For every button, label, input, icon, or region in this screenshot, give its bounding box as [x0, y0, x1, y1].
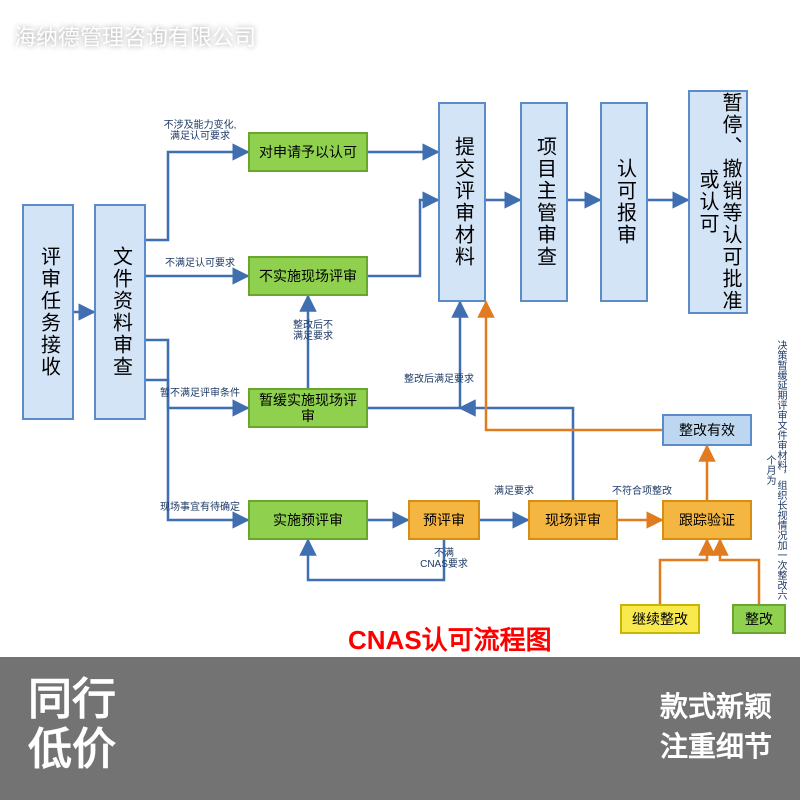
edge-4	[146, 380, 248, 520]
edge-label-4: 整改后不 满足要求	[278, 320, 348, 342]
node-n1: 评审任务接收	[22, 204, 74, 420]
node-n3: 对申请予以认可	[248, 132, 368, 172]
edge-label-7: 满足要求	[488, 486, 540, 497]
bottom-banner: 同行 低价 款式新颖 注重细节	[0, 657, 800, 800]
node-label: 不实施现场评审	[255, 268, 361, 284]
node-n9: 跟踪验证	[662, 500, 752, 540]
node-n15: 继续整改	[620, 604, 700, 634]
cnas-title: CNAS认可流程图	[348, 620, 552, 657]
node-n7: 预评审	[408, 500, 480, 540]
edge-label-6: 不满 CNAS要求	[412, 548, 476, 570]
node-label: 跟踪验证	[675, 512, 739, 528]
node-label: 文件资料审查	[109, 246, 132, 378]
edge-21	[720, 540, 759, 604]
banner-left-1: 同行	[28, 675, 116, 726]
edge-label-1: 不满足认可要求	[152, 258, 248, 269]
node-label: 认可报审	[613, 158, 636, 246]
node-label: 提交评审材料	[451, 136, 474, 268]
banner-left-2: 低价	[28, 725, 116, 776]
edge-1	[146, 152, 248, 240]
node-label: 暂停、撤销等认可批准或认可	[695, 92, 741, 312]
node-label: 项目主管审查	[533, 136, 556, 268]
side-note: 决策暂缓延期评审文件审材料，组织长视情况加一次整改六个月为	[764, 340, 786, 600]
node-label: 评审任务接收	[37, 246, 60, 378]
node-n6: 实施预评审	[248, 500, 368, 540]
node-n4: 不实施现场评审	[248, 256, 368, 296]
edge-label-8: 不符合项整改	[608, 486, 676, 497]
node-label: 对申请予以认可	[255, 144, 361, 160]
node-label: 继续整改	[628, 611, 692, 627]
edge-label-3: 现场事宜有待确定	[152, 502, 248, 513]
edge-20	[660, 540, 707, 604]
banner-right-2: 注重细节	[660, 725, 772, 765]
node-n5: 暂缓实施现场评审	[248, 388, 368, 428]
node-n2: 文件资料审查	[94, 204, 146, 420]
node-label: 预评审	[419, 512, 469, 528]
node-label: 现场评审	[541, 512, 605, 528]
banner-right-1: 款式新颖	[660, 685, 772, 725]
node-n10: 整改有效	[662, 414, 752, 446]
node-label: 暂缓实施现场评审	[250, 392, 366, 424]
banner-left: 同行 低价	[28, 675, 116, 776]
watermark: 海纳德管理咨询有限公司	[14, 20, 256, 52]
node-n14: 暂停、撤销等认可批准或认可	[688, 90, 748, 314]
edge-label-2: 暂不满足评审条件	[152, 388, 248, 399]
banner-right: 款式新颖 注重细节	[660, 685, 772, 765]
diagram-stage: 评审任务接收 文件资料审查 对申请予以认可不实施现场评审暂缓实施现场评审实施预评审 预…	[0, 0, 800, 800]
edge-label-0: 不涉及能力变化, 满足认可要求	[152, 120, 248, 142]
edge-15	[486, 302, 662, 430]
edge-label-5: 整改后满足要求	[390, 374, 488, 385]
node-n13: 认可报审	[600, 102, 648, 302]
node-n8: 现场评审	[528, 500, 618, 540]
node-label: 整改	[741, 611, 777, 627]
node-n11: 提交评审材料	[438, 102, 486, 302]
node-n12: 项目主管审查	[520, 102, 568, 302]
edge-6	[368, 200, 438, 276]
node-label: 整改有效	[675, 422, 739, 438]
edge-8	[368, 302, 460, 408]
node-n16: 整改	[732, 604, 786, 634]
node-label: 实施预评审	[269, 512, 347, 528]
